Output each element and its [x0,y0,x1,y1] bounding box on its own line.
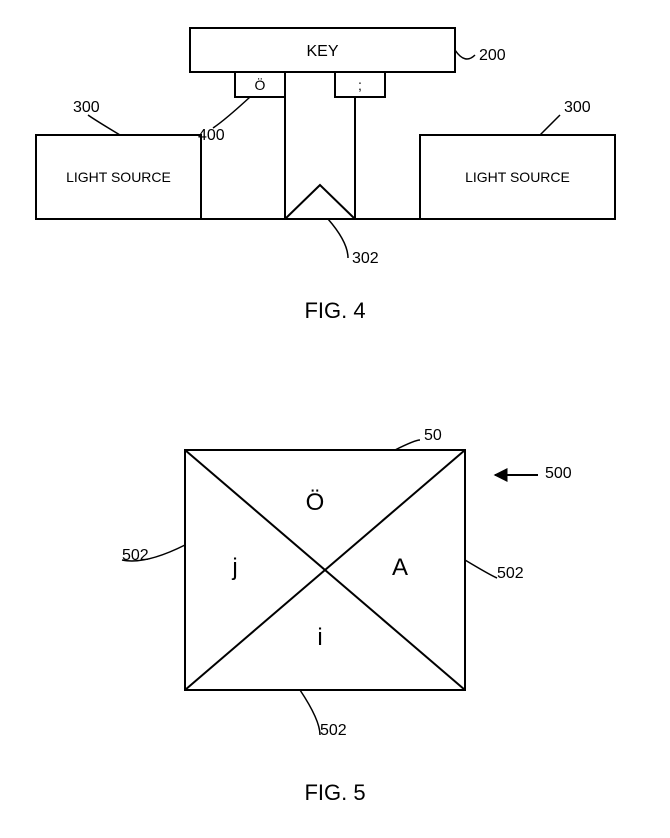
ref-502-left: 502 [122,545,185,564]
lbl-502B: 502 [320,722,347,739]
ref-502-right: 502 [465,560,524,582]
lead-302 [328,219,348,258]
ref-502-bottom: 502 [300,690,347,739]
lbl-502L: 502 [122,547,149,564]
lead-50 [395,440,420,450]
glyph-left: j [231,554,237,581]
lbl-300L: 300 [73,99,100,116]
ref-500: 500 [495,465,572,482]
lbl-300R: 300 [564,99,591,116]
figure-5: Ö j A i 50 500 502 502 502 [0,410,670,770]
fig4-caption: FIG. 4 [0,298,670,324]
under-right-glyph: ; [358,77,362,93]
ref-400: 400 [198,97,250,144]
lbl-502R: 502 [497,565,524,582]
ref-300-left: 300 [73,99,120,135]
figure-4: KEY Ö ; LIGHT SOURCE LIGHT SOURCE 200 30… [0,0,670,280]
lbl-500: 500 [545,465,572,482]
right-source-label: LIGHT SOURCE [465,169,570,185]
lbl-50: 50 [424,427,442,444]
prism [285,185,355,219]
lead-502R [465,560,497,578]
lbl-200: 200 [479,47,506,64]
ref-50: 50 [395,427,442,450]
glyph-bottom: i [317,624,322,651]
key-label: KEY [306,43,338,60]
lead-200 [455,50,475,59]
lead-400 [213,97,250,128]
glyph-top: Ö [306,489,325,516]
fig5-caption: FIG. 5 [0,780,670,806]
glyph-right: A [392,554,408,581]
under-left-glyph: Ö [255,76,266,93]
ref-302: 302 [328,219,379,267]
lead-300L [88,115,120,135]
ref-200: 200 [455,47,506,64]
lbl-302: 302 [352,250,379,267]
lead-300R [540,115,560,135]
lead-502B [300,690,320,735]
ref-300-right: 300 [540,99,591,135]
left-source-label: LIGHT SOURCE [66,169,171,185]
lbl-400: 400 [198,127,225,144]
